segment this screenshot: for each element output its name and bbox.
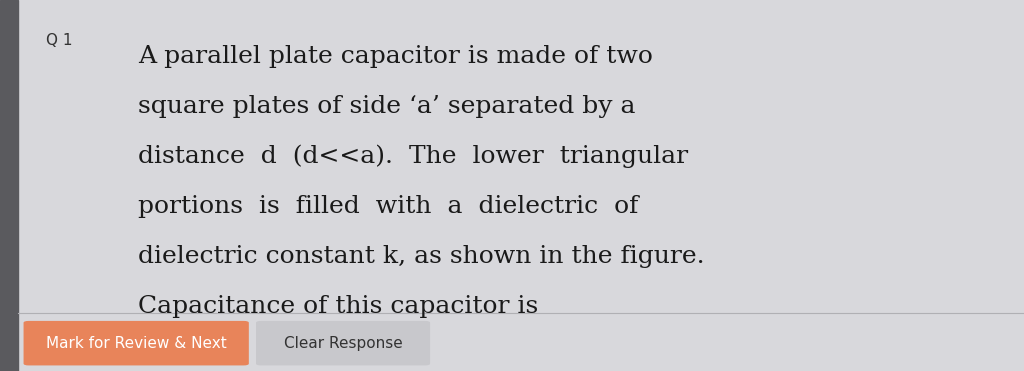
- Text: distance  d  (d<<a).  The  lower  triangular: distance d (d<<a). The lower triangular: [138, 145, 688, 168]
- Text: dielectric constant k, as shown in the figure.: dielectric constant k, as shown in the f…: [138, 245, 705, 268]
- Text: A parallel plate capacitor is made of two: A parallel plate capacitor is made of tw…: [138, 45, 653, 68]
- Text: Capacitance of this capacitor is: Capacitance of this capacitor is: [138, 295, 539, 318]
- Bar: [0, 0, 18, 371]
- Text: Q 1: Q 1: [46, 33, 73, 48]
- Text: Mark for Review & Next: Mark for Review & Next: [46, 336, 226, 351]
- Text: Clear Response: Clear Response: [284, 336, 402, 351]
- FancyBboxPatch shape: [256, 321, 430, 365]
- Text: square plates of side ‘a’ separated by a: square plates of side ‘a’ separated by a: [138, 95, 636, 118]
- FancyBboxPatch shape: [24, 321, 249, 365]
- Text: portions  is  filled  with  a  dielectric  of: portions is filled with a dielectric of: [138, 195, 639, 218]
